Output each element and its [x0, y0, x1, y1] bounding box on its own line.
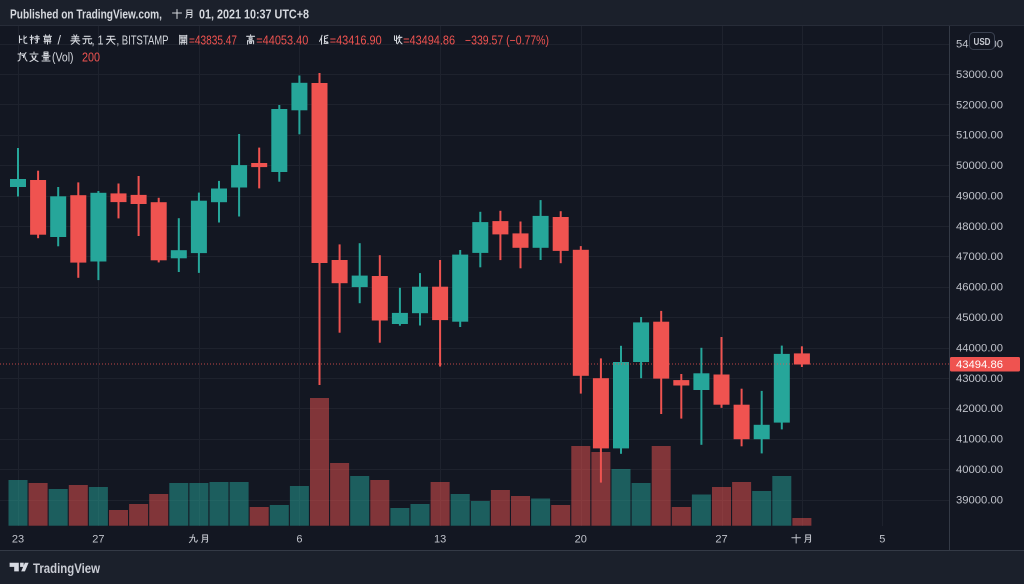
- svg-text:01, 2021 10:37 UTC+8: 01, 2021 10:37 UTC+8: [199, 7, 309, 22]
- svg-text:53000.00: 53000.00: [956, 69, 1003, 81]
- svg-text:52000.00: 52000.00: [956, 99, 1003, 111]
- svg-text:42000.00: 42000.00: [956, 403, 1003, 415]
- svg-text:=43835.47: =43835.47: [189, 34, 237, 48]
- svg-text:27: 27: [92, 534, 104, 546]
- svg-text:43494.86: 43494.86: [956, 359, 1003, 371]
- svg-text:47000.00: 47000.00: [956, 251, 1003, 263]
- svg-text:5: 5: [879, 534, 885, 546]
- svg-text:51000.00: 51000.00: [956, 130, 1003, 142]
- svg-text:27: 27: [715, 534, 727, 546]
- svg-text:48000.00: 48000.00: [956, 221, 1003, 233]
- svg-text:−339.57 (−0.77%): −339.57 (−0.77%): [465, 34, 549, 48]
- svg-text:(Vol): (Vol): [52, 51, 74, 65]
- svg-text:, 1: , 1: [92, 34, 104, 48]
- svg-text:39000.00: 39000.00: [956, 494, 1003, 506]
- svg-text:23: 23: [12, 534, 24, 546]
- svg-text:=43494.86: =43494.86: [403, 34, 455, 48]
- svg-text:=43416.90: =43416.90: [330, 34, 382, 48]
- svg-text:44000.00: 44000.00: [956, 342, 1003, 354]
- svg-text:, BITSTAMP: , BITSTAMP: [117, 34, 169, 48]
- svg-text:49000.00: 49000.00: [956, 190, 1003, 202]
- svg-text:USD: USD: [974, 36, 991, 48]
- svg-text:=44053.40: =44053.40: [256, 34, 308, 48]
- svg-text:20: 20: [575, 534, 587, 546]
- svg-text:45000.00: 45000.00: [956, 312, 1003, 324]
- svg-text:13: 13: [434, 534, 446, 546]
- svg-text:46000.00: 46000.00: [956, 282, 1003, 294]
- svg-text:Published on TradingView.com,: Published on TradingView.com,: [10, 7, 162, 22]
- svg-text:/: /: [58, 34, 62, 48]
- svg-text:50000.00: 50000.00: [956, 160, 1003, 172]
- svg-text:TradingView: TradingView: [33, 560, 100, 576]
- svg-text:43000.00: 43000.00: [956, 373, 1003, 385]
- svg-text:40000.00: 40000.00: [956, 464, 1003, 476]
- svg-text:6: 6: [296, 534, 302, 546]
- svg-text:200: 200: [82, 51, 100, 65]
- svg-text:41000.00: 41000.00: [956, 434, 1003, 446]
